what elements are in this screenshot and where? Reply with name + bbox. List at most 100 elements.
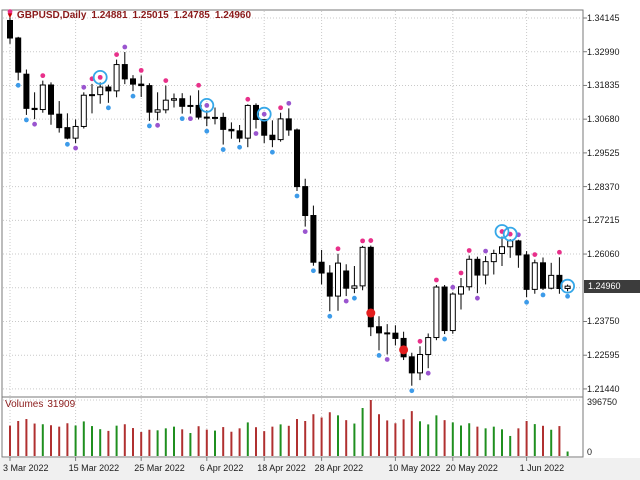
signal-dot [335,246,341,252]
signal-dot [7,9,13,15]
volumes-indicator-label: Volumes 31909 [5,399,75,410]
signal-dot [97,74,103,80]
bull-candle [458,286,464,295]
bull-candle [417,353,423,374]
price-axis[interactable]: 1.34145 1.32990 1.31835 1.30680 1.29525 1.283… [587,0,640,458]
signal-dot [204,103,210,108]
signal-dot [532,252,538,257]
time-axis-strip[interactable] [0,458,640,480]
signal-dot [245,96,251,102]
bear-candle [179,98,186,107]
signal-dot [409,388,415,394]
signal-dot [73,145,78,151]
current-price-box: 1.24960 [584,279,640,293]
bear-candle [48,84,54,115]
bear-candle [236,130,243,139]
signal-dot [220,147,226,152]
signal-dot [179,116,185,122]
bear-candle [15,37,22,73]
date-axis-label: 3 Mar 2022 [3,463,49,473]
bull-candle [425,337,432,355]
bear-candle [408,356,415,374]
one-click-trading-arrow-icon[interactable]: ▼ [6,11,14,20]
signal-dot [155,122,161,128]
signal-ring [560,278,575,294]
bull-candle [187,104,194,107]
bull-candle [39,84,46,111]
signal-dot [196,82,202,88]
bear-candle [376,326,382,334]
price-axis-label: 1.28370 [587,181,620,192]
bear-candle [56,113,63,129]
bear-candle [228,128,235,132]
bear-candle [220,116,227,130]
bull-candle [80,94,87,127]
bull-candle [433,286,440,339]
signal-dot [352,295,357,301]
signal-dot [557,249,562,255]
signal-dot [237,144,243,150]
bull-candle [507,240,514,248]
date-axis-label: 18 Apr 2022 [257,463,306,473]
signal-dot [483,248,488,254]
bull-candle [72,125,79,139]
bear-candle [203,116,210,119]
ohlc-open: 1.24881 [91,10,128,21]
signal-dot [302,229,308,235]
bull-candle [351,285,358,289]
axis-ticks [9,17,587,461]
bull-candle [171,98,177,101]
signal-dot [368,238,374,243]
chart-frame [1,9,584,458]
signal-dot [450,284,456,290]
date-axis-label: 10 May 2022 [388,463,441,473]
signal-dot [399,345,409,355]
signal-dot [81,84,87,90]
date-axis-label: 15 Mar 2022 [68,463,120,473]
bear-candle [441,286,448,332]
signal-dot [278,105,283,111]
signal-dot [106,105,111,111]
price-axis-label: 1.21440 [587,383,620,394]
signal-dot [204,128,210,134]
signal-dot [24,117,29,123]
signal-dot [130,93,136,99]
bear-candle [23,73,30,109]
bear-candle [294,129,300,188]
bear-candle [121,64,128,80]
date-axis-label: 6 Apr 2022 [199,463,244,473]
signal-dot [524,299,529,305]
price-axis-label: 1.29525 [587,147,620,158]
chart-title: ▼ GBPUSD,Daily 1.24881 1.25015 1.24785 1.2496… [6,10,251,21]
bear-candle [474,258,481,276]
bull-candle [97,86,104,96]
bear-candle [318,261,325,274]
bear-candle [195,104,202,118]
bear-candle [343,270,350,289]
bull-candle [212,116,218,119]
price-axis-label: 1.27215 [587,215,620,226]
signal-dot [434,277,439,283]
ohlc-low: 1.24785 [173,10,210,21]
time-axis[interactable]: 3 Mar 2022 15 Mar 2022 25 Mar 2022 6 Apr 20… [0,461,640,477]
date-axis-label: 25 Mar 2022 [134,463,185,473]
bull-candle [564,285,571,289]
bull-candle [531,262,538,290]
signal-dot [138,67,144,73]
price-axis-label: 1.22595 [587,350,620,361]
price-axis-label: 1.26060 [587,249,620,260]
bear-candle [7,19,13,39]
signal-dot [32,121,37,127]
ohlc-high: 1.25015 [132,10,169,21]
signal-ring [92,69,108,85]
signal-ring [502,226,518,242]
grid-lines [3,11,582,456]
bull-candle [499,246,505,254]
price-axis-label: 1.23750 [587,316,620,327]
signal-dot [270,149,275,155]
price-axis-label: 1.32990 [587,46,620,57]
bear-candle [302,186,309,217]
signal-dot [360,238,365,244]
bear-candle [105,86,112,92]
